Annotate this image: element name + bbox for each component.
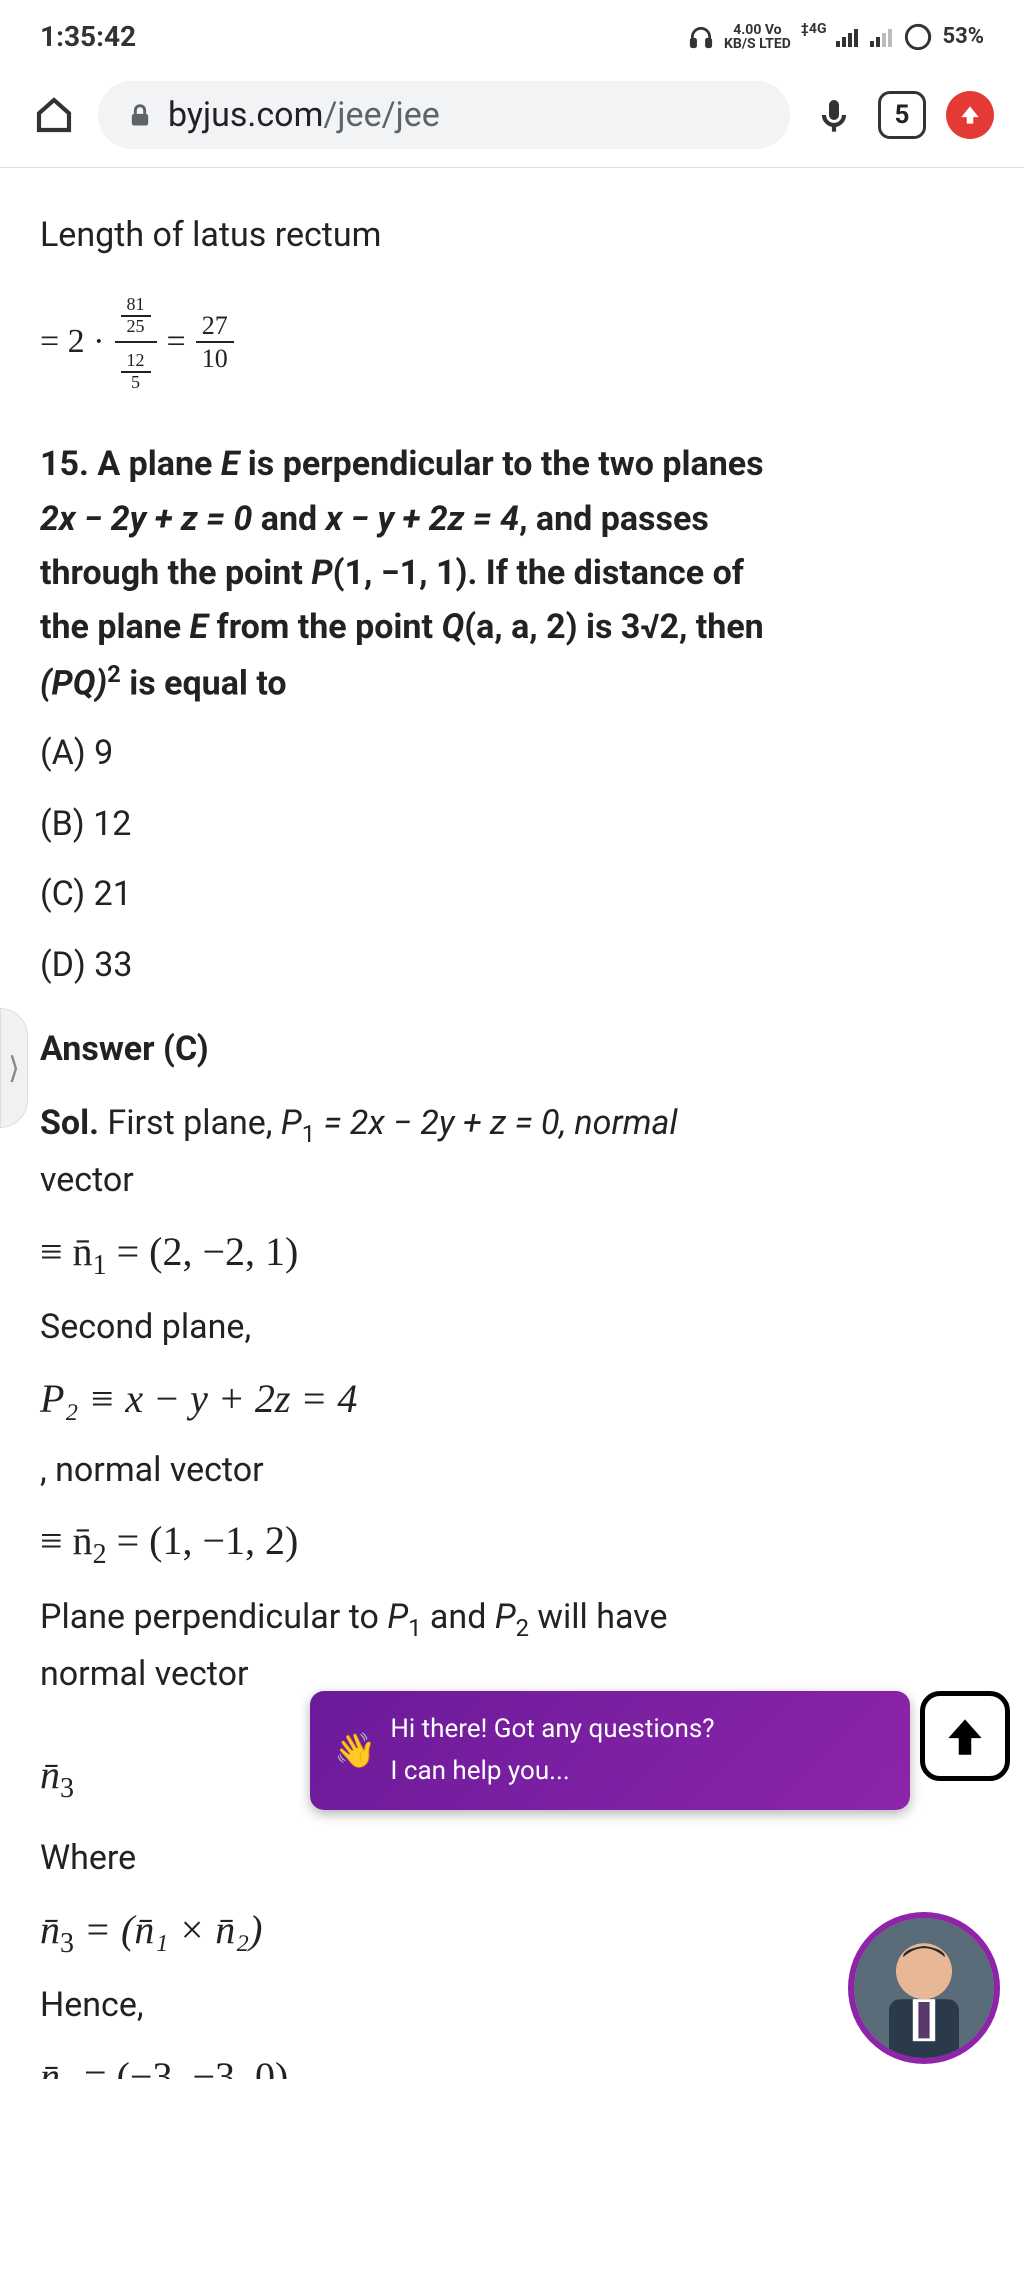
lock-icon	[126, 101, 154, 129]
option-c[interactable]: (C) 21	[40, 867, 984, 921]
plane-perp-text: Plane perpendicular to P1 and P2 will ha…	[40, 1590, 984, 1647]
status-icons: 4.00 Vo KB/S LTED ‡4G 53%	[688, 23, 984, 51]
latus-rectum-title: Length of latus rectum	[40, 208, 984, 262]
option-d[interactable]: (D) 33	[40, 938, 984, 992]
net-speed: 4.00 Vo KB/S LTED	[724, 23, 791, 51]
headphones-icon	[688, 24, 714, 50]
latus-rectum-equation: = 2 · 8125 125 = 2710	[40, 286, 984, 397]
side-drawer-handle[interactable]: ⟩	[0, 1008, 28, 1128]
n3-symbol: n̄3	[40, 1743, 74, 1812]
update-button[interactable]	[946, 91, 994, 139]
home-icon	[34, 95, 74, 135]
scroll-to-top-button[interactable]	[920, 1691, 1010, 1781]
status-bar: 1:35:42 4.00 Vo KB/S LTED ‡4G 53%	[0, 0, 1024, 63]
answer-label: Answer (C)	[40, 1022, 984, 1076]
network-4g: ‡4G	[801, 21, 827, 37]
eq-n1: ≡ n̄1 = (2, −2, 1)	[40, 1220, 984, 1289]
page-content: Length of latus rectum = 2 · 8125 125 = …	[0, 168, 1024, 2089]
browser-toolbar: byjus.com/jee/jee 5	[0, 63, 1024, 168]
arrow-up-icon	[940, 1711, 990, 1761]
signal-bars-2-icon	[870, 27, 894, 47]
eq-p2: P₂ ≡ x − y + 2z = 4	[40, 1367, 984, 1431]
arrow-up-icon	[957, 102, 983, 128]
address-bar[interactable]: byjus.com/jee/jee	[98, 81, 790, 149]
eq-n3-cross: n̄3 = (n̄₁ × n̄₂)	[40, 1898, 984, 1967]
clock: 1:35:42	[40, 20, 136, 53]
option-b[interactable]: (B) 12	[40, 797, 984, 851]
chat-popup[interactable]: 👋 Hi there! Got any questions? I can hel…	[310, 1691, 910, 1810]
microphone-icon	[814, 95, 854, 135]
battery-percent: 53%	[942, 24, 984, 49]
home-button[interactable]	[30, 91, 78, 139]
voice-search-button[interactable]	[810, 91, 858, 139]
option-a[interactable]: (A) 9	[40, 726, 984, 780]
tab-count-button[interactable]: 5	[878, 91, 926, 139]
chat-avatar[interactable]	[854, 1918, 994, 2058]
url-text: byjus.com/jee/jee	[168, 95, 440, 135]
wave-icon: 👋	[334, 1724, 376, 1778]
eq-final: n̄3 = (−3, −3, 0)	[40, 2045, 984, 2079]
solution-body: Sol. First plane, P1 = 2x − 2y + z = 0, …	[40, 1096, 984, 2078]
question-15: 15. A plane E is perpendicular to the tw…	[40, 437, 984, 710]
eq-n2: ≡ n̄2 = (1, −1, 2)	[40, 1509, 984, 1578]
signal-bars-1-icon	[836, 27, 860, 47]
battery-icon	[904, 23, 932, 51]
person-icon	[854, 1918, 994, 2058]
